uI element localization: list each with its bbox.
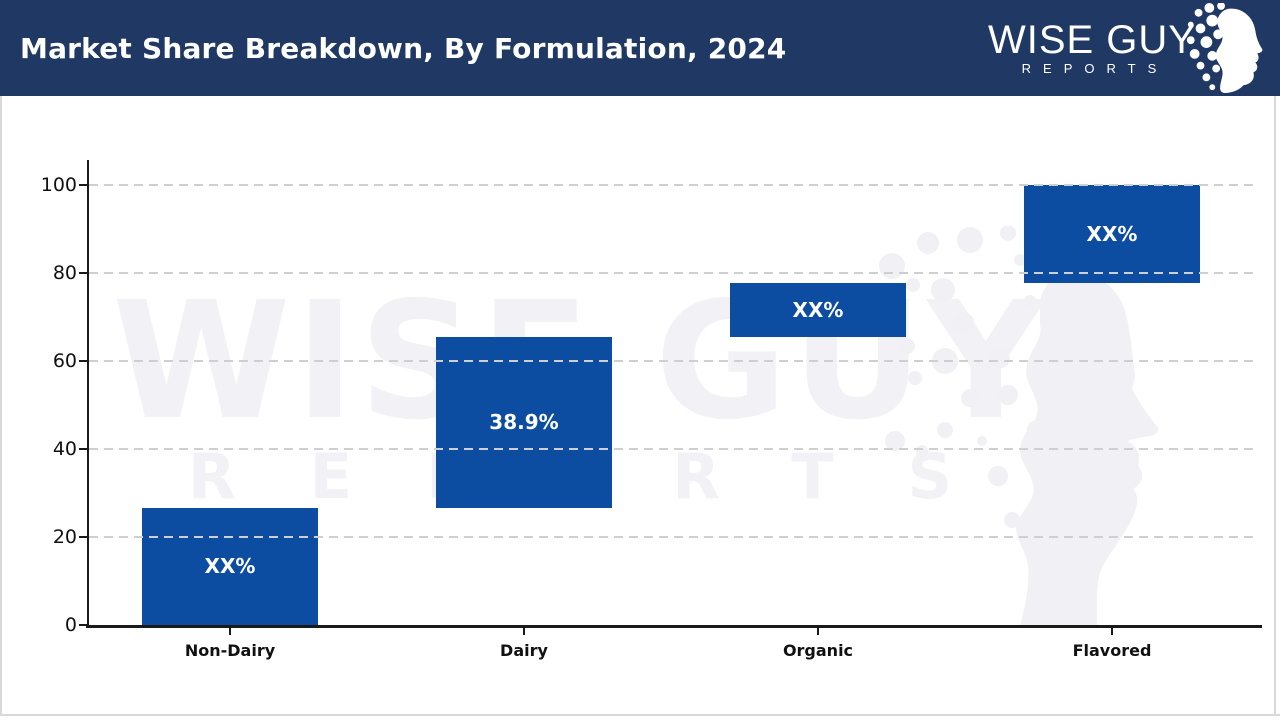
frame-line-bottom [0,714,1280,716]
gridline [89,360,1258,362]
bar-value-label-dairy: 38.9% [489,410,559,435]
bar-non-dairy: XX% [142,507,318,625]
frame-line-left [0,96,2,716]
bar-organic: XX% [730,283,906,337]
frame-line-right [1274,96,1276,716]
y-tick-mark [79,624,87,626]
bar-flavored: XX% [1024,185,1200,284]
gridline [89,272,1258,274]
logo-head-icon [1186,3,1263,93]
y-tick-mark [79,536,87,538]
y-tick-mark [79,360,87,362]
gridline [89,536,1258,538]
bar-dairy: 38.9% [436,336,612,508]
wise-guy-reports-logo: WISE GUY REPORTS [988,3,1266,93]
category-label-organic: Organic [782,641,854,660]
bar-value-label-flavored: XX% [1086,222,1138,247]
x-tick-mark [817,627,819,635]
category-label-dairy: Dairy [500,641,548,660]
y-tick-label: 60 [52,350,77,372]
y-tick-label: 100 [40,174,77,196]
y-tick-label: 40 [52,438,77,460]
category-label-non-dairy: Non-Dairy [184,641,276,660]
category-label-flavored: Flavored [1072,641,1152,660]
logo-text: WISE GUY REPORTS [988,19,1196,77]
y-tick-mark [79,448,87,450]
y-tick-label: 20 [52,526,77,548]
header-bar: Market Share Breakdown, By Formulation, … [0,0,1280,96]
logo-secondary-text: REPORTS [1021,61,1169,76]
y-axis-spine [87,160,89,627]
x-tick-mark [1111,627,1113,635]
page-title: Market Share Breakdown, By Formulation, … [20,31,787,65]
y-tick-mark [79,184,87,186]
bar-value-label-organic: XX% [792,297,844,322]
y-tick-label: 80 [52,262,77,284]
logo-primary-text: WISE GUY [987,18,1196,62]
x-tick-mark [229,627,231,635]
y-tick-mark [79,272,87,274]
bar-value-label-non-dairy: XX% [204,554,256,579]
x-tick-mark [523,627,525,635]
x-axis-spine [86,625,1262,628]
gridline [89,184,1258,186]
gridline [89,448,1258,450]
y-tick-label: 0 [64,614,77,636]
